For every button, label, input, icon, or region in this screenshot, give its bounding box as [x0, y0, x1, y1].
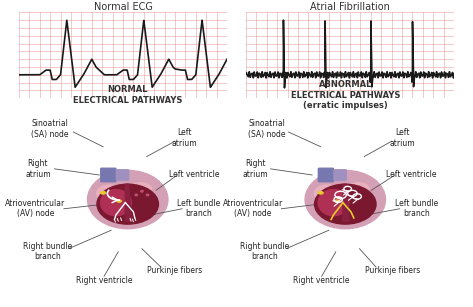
Text: Atrioventricular
(AV) node: Atrioventricular (AV) node [5, 199, 66, 219]
FancyBboxPatch shape [116, 170, 129, 180]
Ellipse shape [348, 183, 369, 195]
Text: Left ventricle: Left ventricle [169, 170, 219, 180]
FancyBboxPatch shape [101, 168, 116, 182]
Text: Left bundle
branch: Left bundle branch [177, 199, 220, 219]
Text: NORMAL
ELECTRICAL PATHWAYS: NORMAL ELECTRICAL PATHWAYS [73, 85, 183, 105]
Ellipse shape [335, 200, 339, 202]
Ellipse shape [131, 183, 152, 195]
Text: Right ventricle: Right ventricle [293, 276, 350, 286]
Text: Left
atrium: Left atrium [389, 128, 415, 148]
Ellipse shape [318, 192, 323, 194]
Circle shape [147, 194, 149, 196]
Text: ABNORMAL
ELECTRICAL PATHWAYS
(erratic impulses): ABNORMAL ELECTRICAL PATHWAYS (erratic im… [290, 80, 400, 110]
FancyBboxPatch shape [334, 170, 346, 180]
Ellipse shape [101, 192, 105, 194]
Ellipse shape [97, 184, 158, 224]
Text: Purkinje fibers: Purkinje fibers [365, 266, 420, 275]
Text: Purkinje fibers: Purkinje fibers [148, 266, 202, 275]
Ellipse shape [117, 200, 122, 202]
Ellipse shape [318, 190, 349, 216]
Polygon shape [125, 184, 131, 221]
Ellipse shape [97, 185, 123, 202]
Polygon shape [343, 184, 349, 221]
Ellipse shape [315, 184, 376, 224]
Text: Left bundle
branch: Left bundle branch [394, 199, 438, 219]
Text: Right bundle
branch: Right bundle branch [23, 242, 72, 262]
Ellipse shape [305, 170, 385, 229]
Text: Right
atrium: Right atrium [243, 159, 268, 179]
Circle shape [141, 190, 143, 192]
Text: Right bundle
branch: Right bundle branch [240, 242, 289, 262]
Title: Atrial Fibrillation: Atrial Fibrillation [310, 2, 390, 11]
Text: Left
atrium: Left atrium [172, 128, 197, 148]
Text: Atrioventricular
(AV) node: Atrioventricular (AV) node [223, 199, 283, 219]
Ellipse shape [101, 190, 131, 216]
Ellipse shape [315, 185, 341, 202]
Ellipse shape [88, 170, 168, 229]
Circle shape [135, 194, 137, 196]
FancyBboxPatch shape [318, 168, 333, 182]
Text: Sinoatrial
(SA) node: Sinoatrial (SA) node [31, 119, 69, 139]
Text: Left ventricle: Left ventricle [386, 170, 437, 180]
Text: Right ventricle: Right ventricle [76, 276, 132, 286]
Text: Sinoatrial
(SA) node: Sinoatrial (SA) node [248, 119, 286, 139]
Title: Normal ECG: Normal ECG [94, 2, 152, 11]
Text: Right
atrium: Right atrium [25, 159, 51, 179]
